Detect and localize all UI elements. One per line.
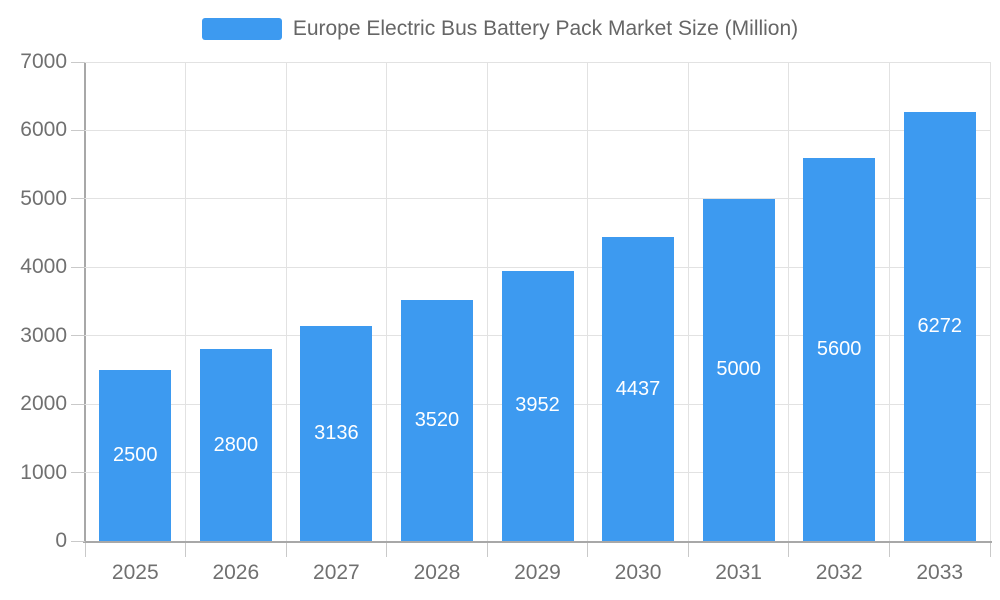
x-gridline [185, 62, 187, 541]
x-gridline [486, 62, 488, 541]
bar[interactable]: 2800 [199, 349, 272, 541]
y-axis-tick-label: 5000 [20, 186, 67, 210]
y-axis-tick [71, 335, 85, 337]
x-gridline [788, 62, 790, 541]
x-axis-category-label: 2027 [313, 561, 360, 584]
x-axis-category-label: 2033 [916, 561, 964, 584]
legend-swatch [201, 18, 282, 40]
y-axis-tick-label: 3000 [20, 323, 67, 347]
y-axis-tick [71, 472, 85, 474]
x-gridline [285, 62, 287, 541]
x-axis-tick [788, 543, 790, 557]
y-gridline [85, 129, 990, 131]
bar[interactable]: 6272 [903, 111, 976, 541]
bar-value-label: 5000 [716, 358, 761, 381]
x-axis-tick [486, 543, 488, 557]
bar[interactable]: 3952 [501, 270, 574, 541]
bar-value-label: 3136 [314, 422, 359, 445]
x-axis-category-label: 2029 [514, 561, 561, 584]
x-axis-category-label: 2028 [413, 561, 461, 584]
y-axis-tick [71, 540, 85, 542]
x-axis-tick [84, 543, 86, 557]
bar[interactable]: 5000 [702, 198, 775, 541]
bar-value-label: 5600 [816, 337, 862, 360]
bar[interactable]: 3520 [400, 300, 473, 541]
bar-value-label: 6272 [917, 314, 962, 337]
bar-value-label: 2800 [213, 433, 259, 456]
y-axis-tick-label: 1000 [20, 460, 67, 484]
y-axis-tick-label: 2000 [20, 392, 67, 416]
bar[interactable]: 5600 [803, 157, 876, 541]
y-axis-tick [71, 403, 85, 405]
x-gridline [989, 62, 991, 541]
bar-value-label: 2500 [113, 443, 158, 466]
x-gridline [587, 62, 589, 541]
bar-value-label: 3952 [515, 394, 560, 417]
x-axis-line [83, 541, 992, 543]
x-axis-tick [687, 543, 689, 557]
x-axis-tick [285, 543, 287, 557]
y-axis-tick-label: 6000 [20, 118, 67, 142]
y-axis-tick-label: 4000 [20, 255, 67, 279]
legend[interactable]: Europe Electric Bus Battery Pack Market … [0, 17, 1000, 41]
y-axis-tick [71, 129, 85, 131]
x-gridline [687, 62, 689, 541]
x-gridline [888, 62, 890, 541]
y-gridline [85, 61, 990, 63]
x-gridline [386, 62, 388, 541]
y-gridline [85, 266, 990, 268]
x-axis-category-label: 2026 [212, 561, 260, 584]
legend-label: Europe Electric Bus Battery Pack Market … [292, 17, 799, 40]
bar[interactable]: 4437 [602, 237, 675, 541]
y-gridline [85, 198, 990, 200]
y-axis-tick-label: 7000 [20, 50, 67, 73]
y-axis-tick [71, 198, 85, 200]
y-axis-tick [71, 266, 85, 268]
x-axis-tick [587, 543, 589, 557]
bar[interactable]: 3136 [300, 326, 373, 541]
x-axis-category-label: 2030 [614, 561, 662, 584]
x-axis-tick [989, 543, 991, 557]
bar-value-label: 4437 [615, 377, 661, 400]
x-axis-tick [386, 543, 388, 557]
x-axis-category-label: 2031 [715, 561, 762, 584]
y-axis-tick-label: 0 [55, 529, 67, 552]
plot-area: 0 1000 2000 3000 4000 5000 6000 7000 2500 2025 280… [20, 50, 992, 584]
x-axis-tick [888, 543, 890, 557]
y-axis-line [84, 62, 86, 541]
x-axis-category-label: 2025 [111, 561, 159, 584]
x-axis-tick [185, 543, 187, 557]
bar[interactable]: 2500 [99, 369, 172, 541]
bar-value-label: 3520 [414, 409, 460, 432]
x-axis-category-label: 2032 [815, 561, 863, 584]
y-axis-tick [71, 61, 85, 63]
